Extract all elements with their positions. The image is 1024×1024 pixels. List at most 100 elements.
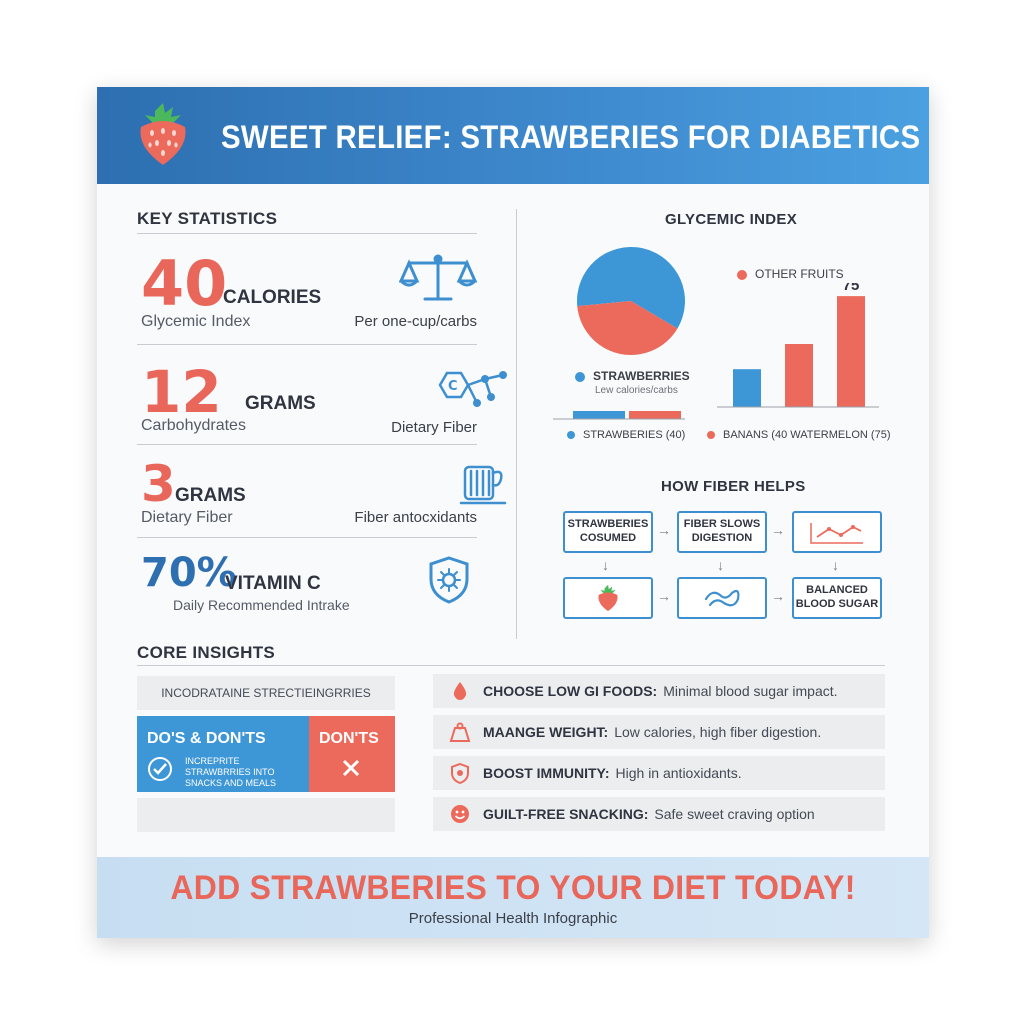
insight-row-weight: MAANGE WEIGHT: Low calories, high fiber d… [433, 715, 885, 749]
close-icon [342, 759, 360, 777]
check-circle-icon [148, 757, 172, 781]
bar-value-label: 75 [843, 283, 860, 294]
stat-value: 12 [141, 358, 222, 426]
strawberry-icon [598, 584, 618, 612]
insight-text: Safe sweet craving option [654, 806, 815, 822]
strawberry-icon [140, 103, 186, 165]
bar-other [629, 411, 681, 419]
shield-icon [451, 762, 469, 784]
stat-unit: VITAMIN C [225, 573, 321, 594]
donts-panel: DON'TS [309, 716, 395, 792]
stat-unit: CALORIES [223, 287, 322, 308]
bar-1 [785, 344, 813, 407]
page-title: SWEET RELIEF: STRAWBERIES FOR DIABETICS [221, 119, 921, 155]
bar-legend-other-fruits: OTHER FRUITS [737, 267, 844, 281]
legend-swatch [575, 371, 585, 382]
weight-icon [449, 722, 471, 742]
flow-step-strawberry [563, 577, 653, 619]
stat-value: 40 [141, 247, 228, 320]
insight-row-low-gi: CHOOSE LOW GI FOODS: Minimal blood sugar … [433, 674, 885, 708]
stat-value: 70% [141, 550, 237, 596]
arrow-down-icon: ↓ [717, 557, 724, 573]
divider [137, 665, 885, 666]
insight-row-immunity: BOOST IMMUNITY: High in antioxidants. [433, 756, 885, 790]
stat-sub: Glycemic Index [141, 313, 251, 330]
divider [137, 444, 477, 445]
arrow-right-icon: → [771, 588, 785, 604]
trend-chart-icon [810, 523, 863, 544]
insight-text: High in antioxidants. [615, 765, 742, 781]
flow-step-fiber-slows: FIBER SLOWS DIGESTION [677, 511, 767, 553]
insight-bold: MAANGE WEIGHT: [483, 724, 609, 740]
fiber-icon [459, 465, 507, 505]
stat-caption: Dietary Fiber [391, 419, 477, 436]
flow-step-text: STRAWBERIES COSUMED [567, 518, 649, 544]
stat-calories: 40 CALORIES Glycemic Index Per one-cup/c… [137, 245, 477, 337]
shield-virus-icon [429, 556, 469, 604]
insight-banner: INCODRATAINE STRECTIEINGRRIES [137, 676, 395, 710]
insight-bold: BOOST IMMUNITY: [483, 765, 610, 781]
flow-step-text: BALANCED BLOOD SUGAR [795, 584, 879, 610]
right-axis-label: BANANS (40 WATERMELON (75) [707, 429, 890, 441]
legend-swatch [567, 431, 575, 440]
call-to-action: ADD STRAWBERIES TO YOUR DIET TODAY! [170, 869, 856, 907]
intestine-icon [704, 589, 740, 607]
legend-label: OTHER FRUITS [755, 267, 844, 281]
stat-caption: Per one-cup/carbs [354, 313, 477, 330]
stat-fiber: 3 GRAMS Dietary Fiber Fiber antocxidants [137, 451, 507, 543]
arrow-down-icon: ↓ [602, 557, 609, 573]
donts-title: DON'TS [319, 730, 379, 747]
legend-swatch [737, 269, 747, 280]
insight-text: Low calories, high fiber digestion. [614, 724, 822, 740]
empty-panel [137, 798, 395, 832]
stat-sub: Daily Recommended Intrake [173, 597, 350, 613]
divider [137, 537, 477, 538]
glycemic-bar-chart: 75 [717, 283, 879, 408]
arrow-right-icon: → [771, 522, 785, 538]
divider [137, 344, 477, 345]
smile-icon [451, 805, 469, 823]
header-banner: SWEET RELIEF: STRAWBERIES FOR DIABETICS [97, 87, 929, 184]
svg-text:C: C [448, 379, 458, 394]
strawberries-mini-bars [553, 411, 685, 420]
core-insights-title: CORE INSIGHTS [137, 643, 276, 662]
divider [137, 233, 477, 234]
axis-label-text: STRAWBERIES (40) [583, 429, 686, 441]
bar-0 [733, 369, 761, 407]
pie-legend-note: Lew calories/carbs [595, 385, 678, 396]
stat-unit: GRAMS [175, 485, 246, 506]
stat-vitamin-c: 70% VITAMIN C Daily Recommended Intrake [137, 545, 477, 637]
flow-step-balanced: BALANCED BLOOD SUGAR [792, 577, 882, 619]
dos-title: DO'S & DON'TS [147, 730, 266, 747]
flow-step-text: FIBER SLOWS DIGESTION [683, 518, 761, 544]
pie-legend-strawberries: STRAWBERRIES [575, 369, 690, 383]
bar-2 [837, 296, 865, 407]
stat-sub: Carbohydrates [141, 417, 246, 434]
blood-drop-icon [453, 682, 467, 700]
arrow-right-icon: → [657, 522, 671, 538]
insight-row-snacking: GUILT-FREE SNACKING: Safe sweet craving o… [433, 797, 885, 831]
pie-slice-1 [577, 301, 678, 355]
dos-panel: DO'S & DON'TS INCREPRITE STRAWBRRIES INT… [137, 716, 309, 792]
arrow-right-icon: → [657, 588, 671, 604]
pie-slice-0 [577, 246, 685, 329]
flow-step-trend [792, 511, 882, 553]
how-fiber-helps-title: HOW FIBER HELPS [661, 478, 806, 495]
insight-bold: GUILT-FREE SNACKING: [483, 806, 649, 822]
legend-label: STRAWBERRIES [593, 369, 690, 383]
molecule-icon: C [438, 371, 507, 407]
flow-step-consumed: STRAWBERIES COSUMED [563, 511, 653, 553]
stat-caption: Fiber antocxidants [354, 509, 477, 526]
column-divider [516, 209, 517, 639]
left-axis-label: STRAWBERIES (40) [567, 429, 685, 441]
stat-unit: GRAMS [245, 393, 316, 414]
dos-text: INCREPRITE STRAWBRRIES INTO SNACKS AND M… [185, 756, 277, 788]
stat-value: 3 [141, 455, 176, 513]
infographic-card: SWEET RELIEF: STRAWBERIES FOR DIABETICS … [97, 87, 929, 938]
footer-banner: ADD STRAWBERIES TO YOUR DIET TODAY! Prof… [97, 857, 929, 938]
arrow-down-icon: ↓ [832, 557, 839, 573]
footer-credit: Professional Health Infographic [408, 910, 618, 927]
bar-strawberries [573, 411, 625, 419]
stat-carbohydrates: 12 GRAMS Carbohydrates C Dietary Fiber [137, 353, 507, 445]
insight-bold: CHOOSE LOW GI FOODS: [483, 683, 658, 699]
